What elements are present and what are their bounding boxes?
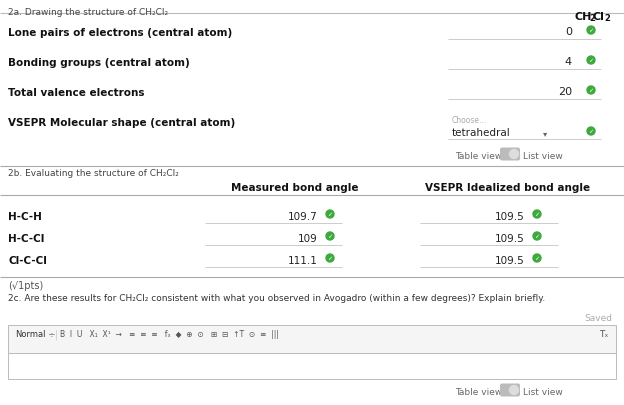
Text: ✓: ✓: [328, 234, 333, 239]
Text: 2b. Evaluating the structure of CH₂Cl₂: 2b. Evaluating the structure of CH₂Cl₂: [8, 168, 179, 177]
Text: 109.5: 109.5: [495, 256, 525, 265]
Circle shape: [587, 27, 595, 35]
Text: tetrahedral: tetrahedral: [452, 128, 511, 138]
Circle shape: [326, 211, 334, 218]
Circle shape: [326, 232, 334, 241]
Text: 20: 20: [558, 87, 572, 97]
Text: Total valence electrons: Total valence electrons: [8, 88, 145, 98]
Text: Tₓ: Tₓ: [598, 329, 608, 338]
Text: |: |: [55, 329, 58, 340]
Text: H-C-H: H-C-H: [8, 211, 42, 222]
Text: 2: 2: [589, 14, 595, 23]
Text: 109.5: 109.5: [495, 211, 525, 222]
Text: (√1pts): (√1pts): [8, 280, 43, 290]
Text: ✓: ✓: [588, 88, 593, 93]
Text: ÷: ÷: [47, 329, 55, 338]
Text: ✓: ✓: [588, 28, 593, 34]
Text: 109.7: 109.7: [288, 211, 318, 222]
Text: Measured bond angle: Measured bond angle: [232, 183, 359, 192]
Text: 4: 4: [565, 57, 572, 67]
Text: Table view: Table view: [455, 387, 502, 396]
FancyBboxPatch shape: [8, 325, 616, 353]
Text: VSEPR Idealized bond angle: VSEPR Idealized bond angle: [426, 183, 590, 192]
Text: 2a. Drawing the structure of CH₂Cl₂: 2a. Drawing the structure of CH₂Cl₂: [8, 8, 168, 17]
FancyBboxPatch shape: [8, 353, 616, 379]
Text: Cl-C-Cl: Cl-C-Cl: [8, 256, 47, 265]
Text: List view: List view: [523, 387, 563, 396]
Circle shape: [326, 254, 334, 262]
Circle shape: [587, 57, 595, 65]
Text: B  I  U   X₁  X¹  →   ≡  ≡  ≡   fₓ  ◆  ⊕  ⊙   ⊞  ⊟  ↑T  ⊙  ≡  |||: B I U X₁ X¹ → ≡ ≡ ≡ fₓ ◆ ⊕ ⊙ ⊞ ⊟ ↑T ⊙ ≡ …: [60, 329, 279, 338]
Text: ✓: ✓: [534, 212, 540, 217]
Text: Choose...: Choose...: [452, 116, 487, 125]
Circle shape: [587, 128, 595, 136]
Text: Normal: Normal: [15, 329, 46, 338]
Text: ✓: ✓: [588, 58, 593, 63]
Circle shape: [510, 386, 519, 394]
Text: 2: 2: [604, 14, 610, 23]
Text: H-C-Cl: H-C-Cl: [8, 233, 44, 243]
Text: Cl: Cl: [593, 12, 605, 22]
Text: ✓: ✓: [328, 256, 333, 261]
Text: Bonding groups (central atom): Bonding groups (central atom): [8, 58, 190, 68]
Circle shape: [533, 254, 541, 262]
Text: 109.5: 109.5: [495, 233, 525, 243]
Circle shape: [587, 87, 595, 95]
Text: ✓: ✓: [328, 212, 333, 217]
FancyBboxPatch shape: [500, 148, 520, 161]
Text: Lone pairs of electrons (central atom): Lone pairs of electrons (central atom): [8, 28, 232, 38]
FancyBboxPatch shape: [500, 384, 520, 396]
Text: ✓: ✓: [588, 129, 593, 134]
Text: 0: 0: [565, 27, 572, 37]
Text: 111.1: 111.1: [288, 256, 318, 265]
Text: Saved: Saved: [584, 313, 612, 322]
Text: ✓: ✓: [534, 256, 540, 261]
Circle shape: [533, 211, 541, 218]
Text: List view: List view: [523, 151, 563, 161]
Text: 109: 109: [298, 233, 318, 243]
Circle shape: [510, 150, 519, 159]
Text: VSEPR Molecular shape (central atom): VSEPR Molecular shape (central atom): [8, 118, 235, 128]
Text: Table view: Table view: [455, 151, 502, 161]
Text: CH: CH: [575, 12, 592, 22]
Circle shape: [533, 232, 541, 241]
Text: ▾: ▾: [543, 129, 547, 138]
Text: 2c. Are these results for CH₂Cl₂ consistent with what you observed in Avogadro (: 2c. Are these results for CH₂Cl₂ consist…: [8, 293, 545, 302]
Text: ✓: ✓: [534, 234, 540, 239]
